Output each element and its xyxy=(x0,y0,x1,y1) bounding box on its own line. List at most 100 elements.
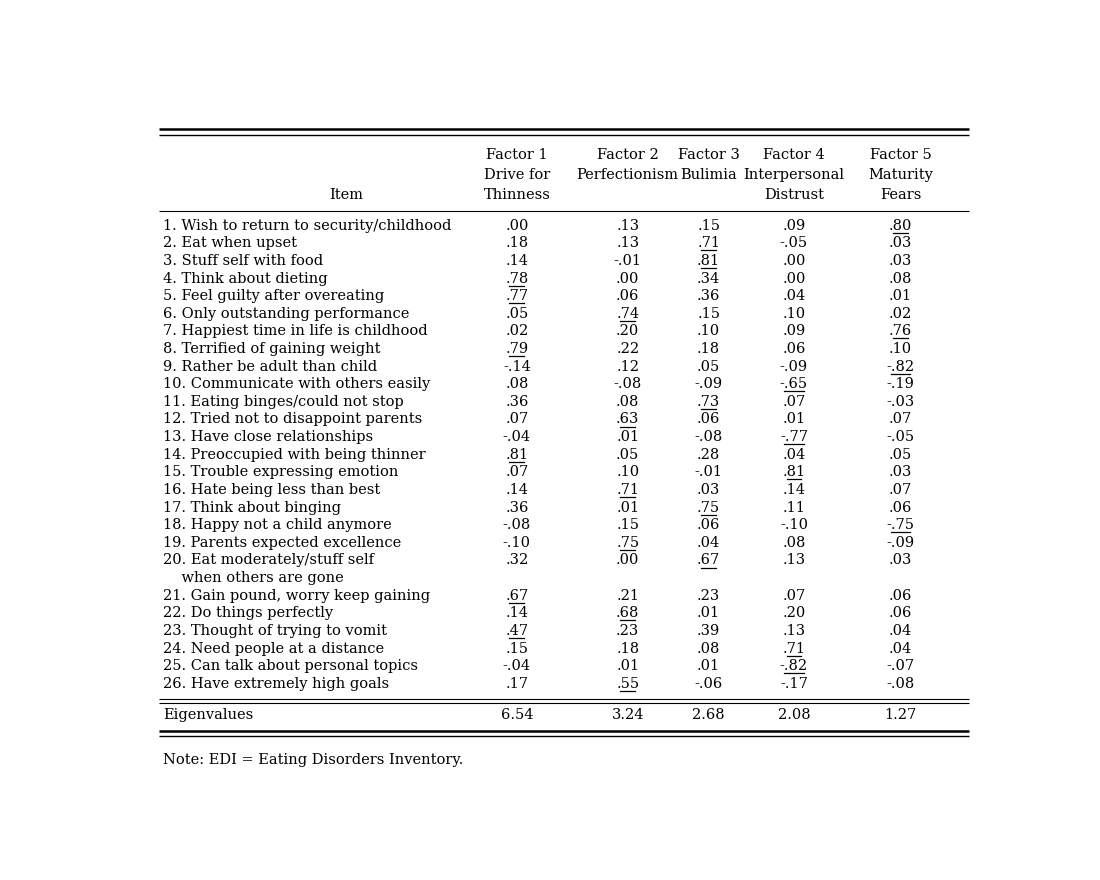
Text: .01: .01 xyxy=(616,659,639,673)
Text: .10: .10 xyxy=(697,325,720,339)
Text: .15: .15 xyxy=(505,642,528,656)
Text: -.09: -.09 xyxy=(887,536,914,550)
Text: .00: .00 xyxy=(616,554,639,568)
Text: .07: .07 xyxy=(782,589,805,603)
Text: 16. Hate being less than best: 16. Hate being less than best xyxy=(163,483,381,497)
Text: 20. Eat moderately/stuff self: 20. Eat moderately/stuff self xyxy=(163,554,374,568)
Text: .02: .02 xyxy=(889,307,912,321)
Text: 2.68: 2.68 xyxy=(692,708,725,722)
Text: .23: .23 xyxy=(697,589,720,603)
Text: 3.24: 3.24 xyxy=(612,708,643,722)
Text: .04: .04 xyxy=(889,642,912,656)
Text: .71: .71 xyxy=(782,642,805,656)
Text: Factor 3: Factor 3 xyxy=(678,148,739,162)
Text: .23: .23 xyxy=(616,624,639,638)
Text: 11. Eating binges/could not stop: 11. Eating binges/could not stop xyxy=(163,395,404,409)
Text: -.75: -.75 xyxy=(887,518,914,532)
Text: .71: .71 xyxy=(697,237,720,250)
Text: -.03: -.03 xyxy=(887,395,914,409)
Text: -.65: -.65 xyxy=(780,378,808,392)
Text: Drive for: Drive for xyxy=(484,168,550,182)
Text: .04: .04 xyxy=(697,536,720,550)
Text: 14. Preoccupied with being thinner: 14. Preoccupied with being thinner xyxy=(163,448,426,462)
Text: -.17: -.17 xyxy=(780,677,807,691)
Text: .08: .08 xyxy=(889,272,912,285)
Text: -.19: -.19 xyxy=(887,378,914,392)
Text: .67: .67 xyxy=(505,589,528,603)
Text: .81: .81 xyxy=(505,448,528,462)
Text: Fears: Fears xyxy=(880,188,921,202)
Text: .80: .80 xyxy=(889,219,912,232)
Text: .77: .77 xyxy=(505,290,528,304)
Text: .00: .00 xyxy=(782,254,805,268)
Text: .07: .07 xyxy=(889,413,912,427)
Text: 17. Think about binging: 17. Think about binging xyxy=(163,501,341,515)
Text: .79: .79 xyxy=(505,342,528,356)
Text: .03: .03 xyxy=(889,466,912,480)
Text: .07: .07 xyxy=(505,413,528,427)
Text: 2. Eat when upset: 2. Eat when upset xyxy=(163,237,297,250)
Text: Factor 4: Factor 4 xyxy=(763,148,825,162)
Text: -.08: -.08 xyxy=(694,430,723,444)
Text: .81: .81 xyxy=(782,466,805,480)
Text: .21: .21 xyxy=(616,589,639,603)
Text: -.10: -.10 xyxy=(503,536,531,550)
Text: .06: .06 xyxy=(889,589,912,603)
Text: .55: .55 xyxy=(616,677,639,691)
Text: 23. Thought of trying to vomit: 23. Thought of trying to vomit xyxy=(163,624,387,638)
Text: .03: .03 xyxy=(889,237,912,250)
Text: 7. Happiest time in life is childhood: 7. Happiest time in life is childhood xyxy=(163,325,428,339)
Text: .01: .01 xyxy=(889,290,912,304)
Text: 18. Happy not a child anymore: 18. Happy not a child anymore xyxy=(163,518,392,532)
Text: when others are gone: when others are gone xyxy=(163,571,344,585)
Text: 10. Communicate with others easily: 10. Communicate with others easily xyxy=(163,378,430,392)
Text: .01: .01 xyxy=(616,430,639,444)
Text: .15: .15 xyxy=(697,219,720,232)
Text: .00: .00 xyxy=(505,219,528,232)
Text: Factor 5: Factor 5 xyxy=(870,148,932,162)
Text: 26. Have extremely high goals: 26. Have extremely high goals xyxy=(163,677,389,691)
Text: .06: .06 xyxy=(782,342,805,356)
Text: .01: .01 xyxy=(616,501,639,515)
Text: .03: .03 xyxy=(697,483,720,497)
Text: .18: .18 xyxy=(616,642,639,656)
Text: 19. Parents expected excellence: 19. Parents expected excellence xyxy=(163,536,402,550)
Text: .04: .04 xyxy=(782,448,805,462)
Text: -.07: -.07 xyxy=(887,659,914,673)
Text: .05: .05 xyxy=(505,307,528,321)
Text: .05: .05 xyxy=(889,448,912,462)
Text: 21. Gain pound, worry keep gaining: 21. Gain pound, worry keep gaining xyxy=(163,589,430,603)
Text: .03: .03 xyxy=(889,254,912,268)
Text: .15: .15 xyxy=(697,307,720,321)
Text: .67: .67 xyxy=(697,554,720,568)
Text: .36: .36 xyxy=(505,395,528,409)
Text: .71: .71 xyxy=(616,483,639,497)
Text: .13: .13 xyxy=(616,219,639,232)
Text: .18: .18 xyxy=(505,237,528,250)
Text: .20: .20 xyxy=(616,325,639,339)
Text: 5. Feel guilty after overeating: 5. Feel guilty after overeating xyxy=(163,290,384,304)
Text: .01: .01 xyxy=(697,659,720,673)
Text: .07: .07 xyxy=(889,483,912,497)
Text: .15: .15 xyxy=(616,518,639,532)
Text: .36: .36 xyxy=(505,501,528,515)
Text: .12: .12 xyxy=(616,360,639,374)
Text: .22: .22 xyxy=(616,342,639,356)
Text: .13: .13 xyxy=(782,624,805,638)
Text: -.04: -.04 xyxy=(503,430,531,444)
Text: 8. Terrified of gaining weight: 8. Terrified of gaining weight xyxy=(163,342,381,356)
Text: 2.08: 2.08 xyxy=(778,708,811,722)
Text: 22. Do things perfectly: 22. Do things perfectly xyxy=(163,606,333,620)
Text: .08: .08 xyxy=(616,395,639,409)
Text: -.05: -.05 xyxy=(887,430,914,444)
Text: .17: .17 xyxy=(505,677,528,691)
Text: .47: .47 xyxy=(505,624,528,638)
Text: .75: .75 xyxy=(616,536,639,550)
Text: .13: .13 xyxy=(782,554,805,568)
Text: .05: .05 xyxy=(616,448,639,462)
Text: 24. Need people at a distance: 24. Need people at a distance xyxy=(163,642,384,656)
Text: .01: .01 xyxy=(697,606,720,620)
Text: .07: .07 xyxy=(782,395,805,409)
Text: .73: .73 xyxy=(697,395,720,409)
Text: Eigenvalues: Eigenvalues xyxy=(163,708,253,722)
